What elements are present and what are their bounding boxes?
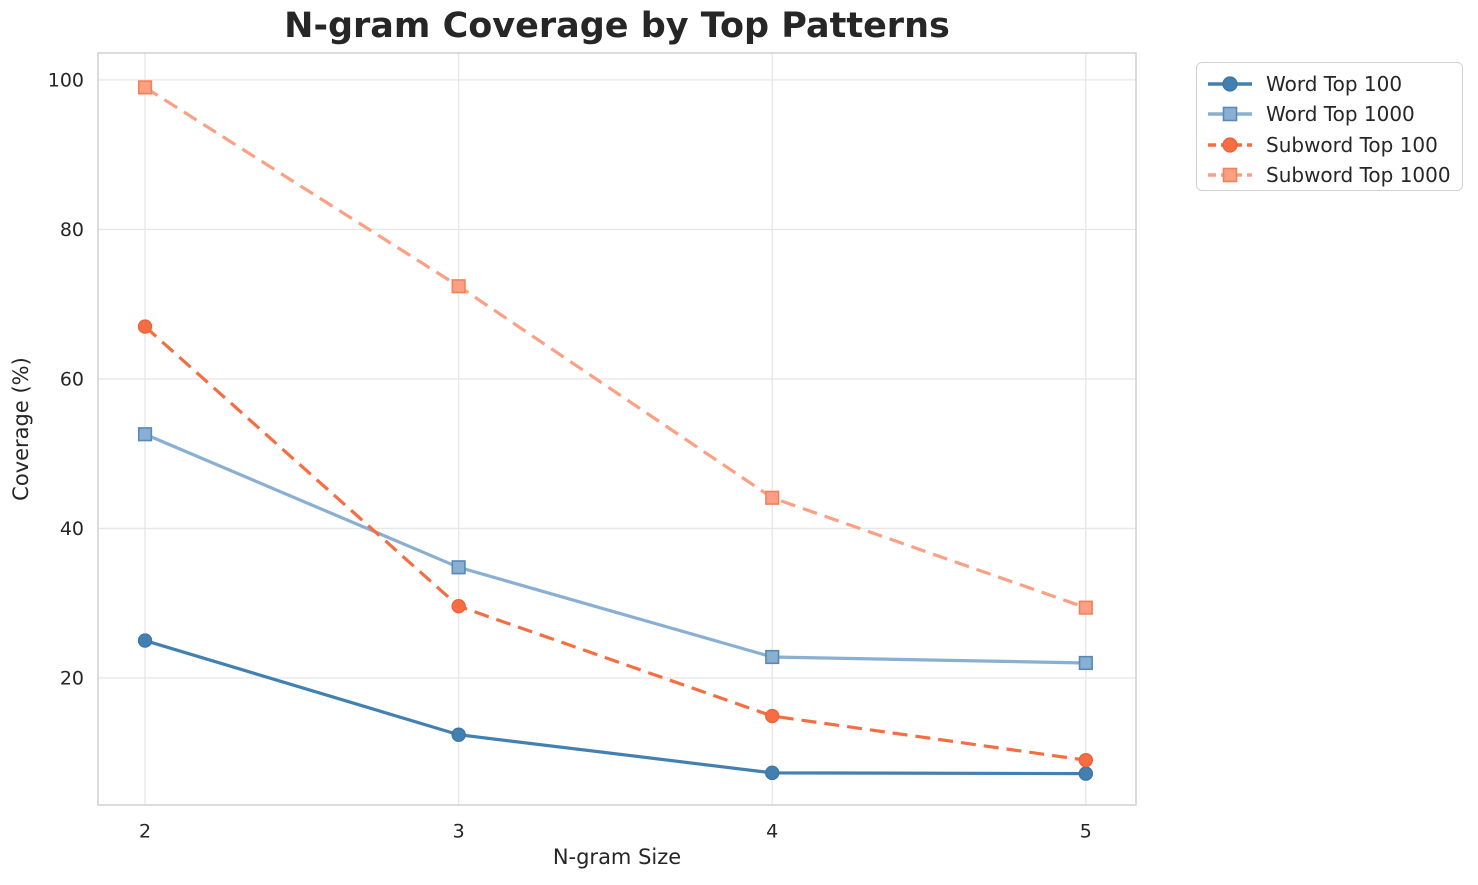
legend-swatch-marker-subword-top-100 (1222, 137, 1238, 153)
legend-label: Word Top 1000 (1266, 102, 1415, 127)
plot-area (98, 53, 1136, 805)
marker-word-top-100-x4 (765, 765, 780, 781)
marker-subword-top-1000-x2 (137, 80, 153, 95)
x-tick-label-3: 3 (453, 821, 465, 843)
marker-word-top-100-x2 (137, 633, 153, 648)
legend-swatch-marker-subword-top-1000 (1222, 167, 1238, 183)
y-axis-label: Coverage (%) (9, 357, 33, 501)
legend-swatch-3 (1208, 167, 1252, 183)
series-line-word-top-1000 (144, 432, 1086, 665)
legend: Word Top 100 Word Top 1000 Subword Top 1… (1196, 62, 1463, 191)
marker-word-top-100-x3 (451, 727, 466, 742)
x-tick-label-2: 2 (139, 821, 151, 843)
marker-word-top-1000-x2 (137, 427, 153, 442)
marker-subword-top-1000-x4 (765, 490, 780, 505)
y-tick-label-60: 60 (60, 369, 84, 391)
legend-label: Subword Top 100 (1266, 132, 1438, 157)
legend-swatch-marker-word-top-1000 (1222, 107, 1238, 122)
marker-subword-top-1000-x5 (1078, 600, 1093, 615)
legend-label: Word Top 100 (1266, 72, 1403, 97)
legend-label: Subword Top 1000 (1266, 162, 1451, 187)
series-line-subword-top-100 (143, 325, 1087, 762)
legend-swatch-marker-word-top-100 (1222, 76, 1238, 92)
marker-subword-top-100-x3 (451, 598, 466, 614)
legend-item-subword-top-1000: Subword Top 1000 (1206, 160, 1462, 189)
chart-title: N-gram Coverage by Top Patterns (284, 6, 950, 46)
marker-word-top-1000-x4 (765, 649, 780, 665)
x-axis-label: N-gram Size (552, 845, 682, 869)
legend-swatch-0 (1208, 76, 1252, 92)
marker-subword-top-100-x5 (1078, 752, 1094, 768)
axes-spines (97, 52, 1137, 806)
marker-word-top-1000-x5 (1078, 655, 1093, 671)
y-tick-label-40: 40 (60, 518, 84, 540)
marker-subword-top-1000-x3 (451, 279, 466, 294)
y-tick-label-100: 100 (48, 70, 84, 92)
marker-subword-top-100-x2 (137, 319, 153, 334)
marker-subword-top-100-x4 (765, 708, 780, 724)
legend-item-word-top-100: Word Top 100 (1206, 70, 1462, 99)
y-tick-label-20: 20 (60, 668, 84, 690)
series-line-word-top-100 (144, 639, 1086, 776)
marker-word-top-100-x5 (1078, 766, 1094, 781)
legend-item-subword-top-100: Subword Top 100 (1206, 130, 1462, 159)
series-line-subword-top-1000 (144, 86, 1087, 610)
legend-item-word-top-1000: Word Top 1000 (1206, 100, 1462, 129)
y-tick-label-80: 80 (60, 219, 84, 241)
x-tick-label-5: 5 (1080, 821, 1092, 843)
legend-swatch-1 (1208, 107, 1252, 122)
marker-word-top-1000-x3 (451, 560, 466, 575)
x-tick-label-4: 4 (766, 821, 778, 843)
legend-swatch-2 (1208, 137, 1252, 153)
